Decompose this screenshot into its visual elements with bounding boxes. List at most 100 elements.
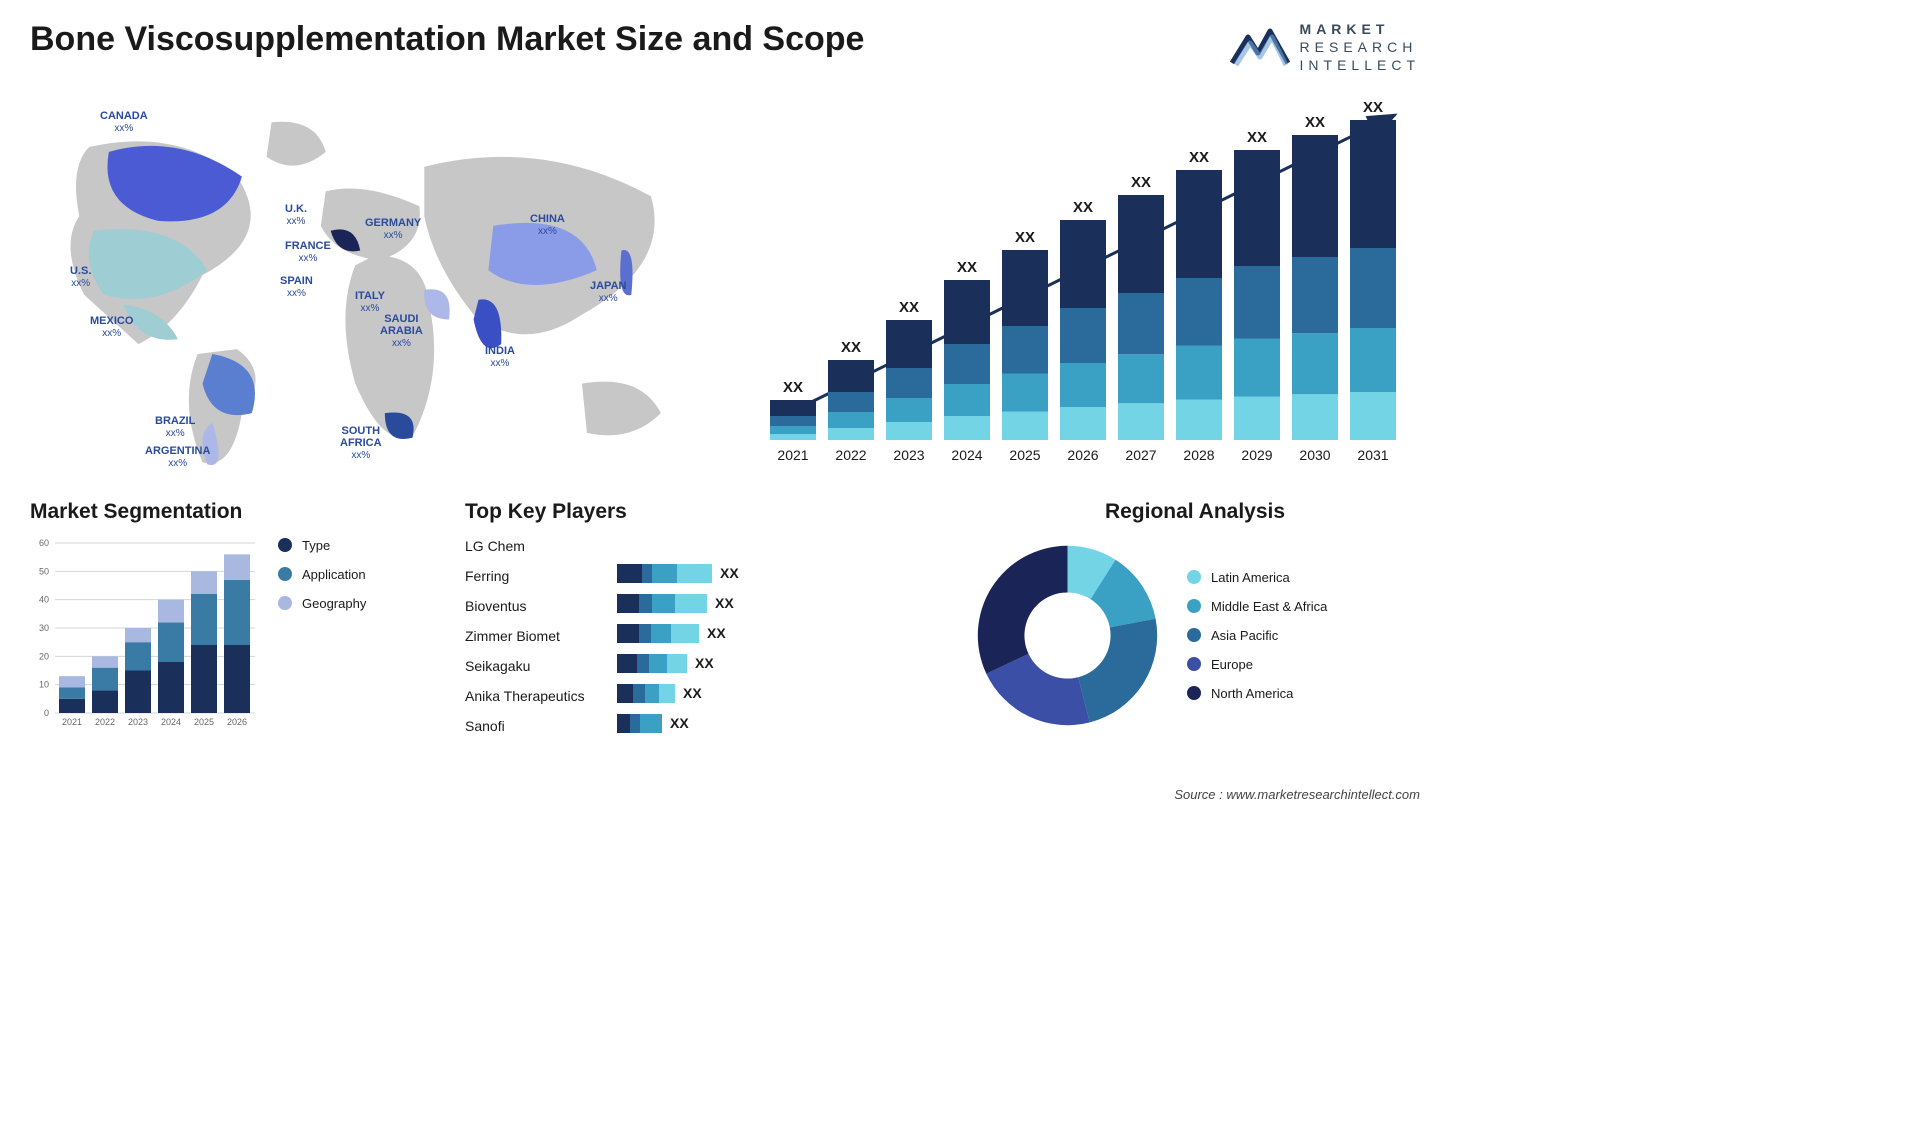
svg-text:XX: XX — [1015, 229, 1035, 246]
player-name: Ferring — [465, 568, 605, 587]
regional-legend-item: Asia Pacific — [1187, 628, 1327, 643]
growth-bar-chart: XX 2021 XX 2022 XX 2023 XX 2024 XX 2025 XX 2026 XX 20… — [760, 95, 1420, 475]
player-name: Seikagaku — [465, 658, 605, 677]
map-label-mexico: MEXICOxx% — [90, 315, 133, 339]
player-bar — [617, 624, 699, 643]
svg-text:2027: 2027 — [1125, 447, 1156, 463]
player-name: Sanofi — [465, 718, 605, 737]
segmentation-title: Market Segmentation — [30, 500, 430, 524]
svg-text:2022: 2022 — [835, 447, 866, 463]
player-name: LG Chem — [465, 538, 605, 557]
page-title: Bone Viscosupplementation Market Size an… — [30, 20, 864, 59]
player-name: Zimmer Biomet — [465, 628, 605, 647]
players-panel: Top Key Players LG Chem Ferring Bioventus Z… — [465, 500, 935, 737]
player-name: Anika Therapeutics — [465, 688, 605, 707]
svg-text:XX: XX — [899, 299, 919, 316]
seg-legend-type: Type — [278, 538, 366, 553]
svg-text:2022: 2022 — [95, 717, 115, 727]
player-bar — [617, 714, 662, 733]
map-label-spain: SPAINxx% — [280, 275, 313, 299]
svg-text:XX: XX — [957, 259, 977, 276]
segmentation-panel: Market Segmentation 01020304050602021202… — [30, 500, 430, 737]
map-label-saudiarabia: SAUDIARABIAxx% — [380, 313, 423, 349]
svg-text:2025: 2025 — [194, 717, 214, 727]
source-attribution: Source : www.marketresearchintellect.com — [1174, 787, 1420, 802]
player-value: XX — [670, 715, 689, 731]
regional-legend: Latin AmericaMiddle East & AfricaAsia Pa… — [1187, 570, 1327, 701]
svg-text:XX: XX — [1189, 149, 1209, 166]
regional-donut-chart — [970, 538, 1165, 733]
svg-text:2023: 2023 — [128, 717, 148, 727]
svg-text:XX: XX — [783, 379, 803, 396]
player-row: XX — [617, 594, 935, 613]
map-label-southafrica: SOUTHAFRICAxx% — [340, 425, 382, 461]
svg-text:50: 50 — [39, 566, 49, 576]
segmentation-legend: TypeApplicationGeography — [278, 538, 366, 611]
svg-text:2025: 2025 — [1009, 447, 1040, 463]
players-title: Top Key Players — [465, 500, 935, 524]
segmentation-chart: 0102030405060202120222023202420252026 — [30, 538, 260, 733]
map-label-argentina: ARGENTINAxx% — [145, 445, 210, 469]
svg-text:20: 20 — [39, 651, 49, 661]
map-label-japan: JAPANxx% — [590, 280, 626, 304]
svg-text:2029: 2029 — [1241, 447, 1272, 463]
svg-text:XX: XX — [1363, 99, 1383, 116]
player-bar — [617, 654, 687, 673]
svg-text:2024: 2024 — [951, 447, 982, 463]
brand-logo: MARKET RESEARCH INTELLECT — [1230, 20, 1420, 75]
svg-text:2024: 2024 — [161, 717, 181, 727]
player-bar — [617, 594, 707, 613]
players-bars: XX XX XX XX XX XX — [617, 538, 935, 737]
svg-text:2026: 2026 — [1067, 447, 1098, 463]
svg-text:XX: XX — [841, 339, 861, 356]
map-label-uk: U.K.xx% — [285, 203, 307, 227]
world-map-panel: CANADAxx% U.S.xx% MEXICOxx% BRAZILxx% ARGENT… — [30, 95, 720, 475]
regional-title: Regional Analysis — [970, 500, 1420, 524]
player-row: XX — [617, 684, 935, 703]
player-bar — [617, 684, 675, 703]
svg-text:0: 0 — [44, 708, 49, 718]
map-label-india: INDIAxx% — [485, 345, 515, 369]
player-value: XX — [695, 655, 714, 671]
svg-text:40: 40 — [39, 594, 49, 604]
player-value: XX — [683, 685, 702, 701]
logo-line3: INTELLECT — [1300, 56, 1420, 74]
player-value: XX — [707, 625, 726, 641]
player-value: XX — [720, 565, 739, 581]
regional-legend-item: North America — [1187, 686, 1327, 701]
seg-legend-geography: Geography — [278, 596, 366, 611]
player-row: XX — [617, 624, 935, 643]
svg-text:XX: XX — [1247, 129, 1267, 146]
map-label-italy: ITALYxx% — [355, 290, 385, 314]
map-label-us: U.S.xx% — [70, 265, 91, 289]
player-bar — [617, 564, 712, 583]
logo-line1: MARKET — [1300, 20, 1420, 38]
players-names: LG Chem Ferring Bioventus Zimmer Biomet Seik… — [465, 538, 605, 737]
player-row: XX — [617, 564, 935, 583]
svg-text:2031: 2031 — [1357, 447, 1388, 463]
map-label-canada: CANADAxx% — [100, 110, 148, 134]
svg-text:2030: 2030 — [1299, 447, 1330, 463]
player-value: XX — [715, 595, 734, 611]
logo-mark-icon — [1230, 25, 1290, 70]
svg-text:2023: 2023 — [893, 447, 924, 463]
svg-text:2021: 2021 — [777, 447, 808, 463]
map-label-brazil: BRAZILxx% — [155, 415, 195, 439]
map-label-china: CHINAxx% — [530, 213, 565, 237]
regional-legend-item: Latin America — [1187, 570, 1327, 585]
player-row: XX — [617, 714, 935, 733]
regional-legend-item: Europe — [1187, 657, 1327, 672]
regional-panel: Regional Analysis Latin AmericaMiddle Ea… — [970, 500, 1420, 737]
svg-text:2028: 2028 — [1183, 447, 1214, 463]
svg-text:2021: 2021 — [62, 717, 82, 727]
svg-text:10: 10 — [39, 679, 49, 689]
logo-line2: RESEARCH — [1300, 38, 1420, 56]
player-row: XX — [617, 654, 935, 673]
svg-text:XX: XX — [1073, 199, 1093, 216]
svg-text:XX: XX — [1305, 114, 1325, 131]
svg-text:60: 60 — [39, 538, 49, 548]
svg-text:2026: 2026 — [227, 717, 247, 727]
map-label-france: FRANCExx% — [285, 240, 331, 264]
growth-chart-panel: XX 2021 XX 2022 XX 2023 XX 2024 XX 2025 XX 2026 XX 20… — [760, 95, 1420, 475]
player-name: Bioventus — [465, 598, 605, 617]
